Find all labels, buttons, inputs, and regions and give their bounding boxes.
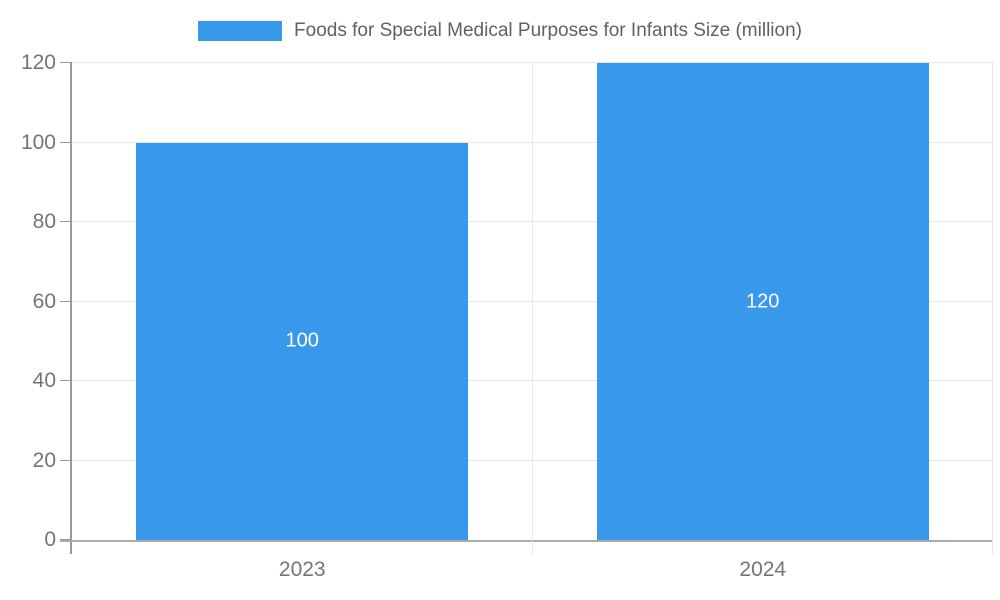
y-tick-label: 0 [44, 528, 56, 551]
y-gridline [72, 300, 993, 302]
y-tick [60, 459, 72, 461]
x-tick-label: 2024 [739, 558, 787, 581]
y-tick-label: 40 [32, 369, 56, 393]
x-axis-line [60, 540, 993, 542]
bar-value-label: 120 [746, 290, 780, 312]
legend-swatch [198, 21, 283, 41]
y-gridline [72, 141, 993, 143]
y-axis-line [70, 63, 72, 554]
legend-label: Foods for Special Medical Purposes for I… [294, 20, 802, 41]
x-gridline [531, 63, 533, 554]
y-gridline [72, 62, 993, 63]
y-tick [60, 221, 72, 223]
x-gridline [992, 63, 993, 554]
y-tick-label: 20 [32, 448, 56, 472]
bar-2023: 100 [136, 142, 469, 540]
y-tick-label: 120 [20, 51, 56, 74]
y-tick [60, 300, 72, 302]
plot-area: 0 20 40 60 80 100 120 100 2023 120 2024 [21, 51, 993, 581]
y-tick [60, 380, 72, 382]
y-gridline [72, 459, 993, 461]
y-tick-label: 100 [20, 130, 56, 154]
x-tick-label: 2023 [278, 558, 326, 581]
chart-legend: Foods for Special Medical Purposes for I… [0, 21, 1000, 41]
y-tick [60, 141, 72, 143]
y-gridline [72, 380, 993, 382]
y-tick [60, 62, 72, 63]
y-tick-label: 60 [32, 289, 56, 313]
y-tick-label: 80 [32, 210, 56, 234]
y-gridline [72, 221, 993, 223]
bar-value-label: 100 [285, 329, 319, 352]
bar-2024: 120 [596, 63, 929, 540]
y-tick [60, 539, 72, 540]
